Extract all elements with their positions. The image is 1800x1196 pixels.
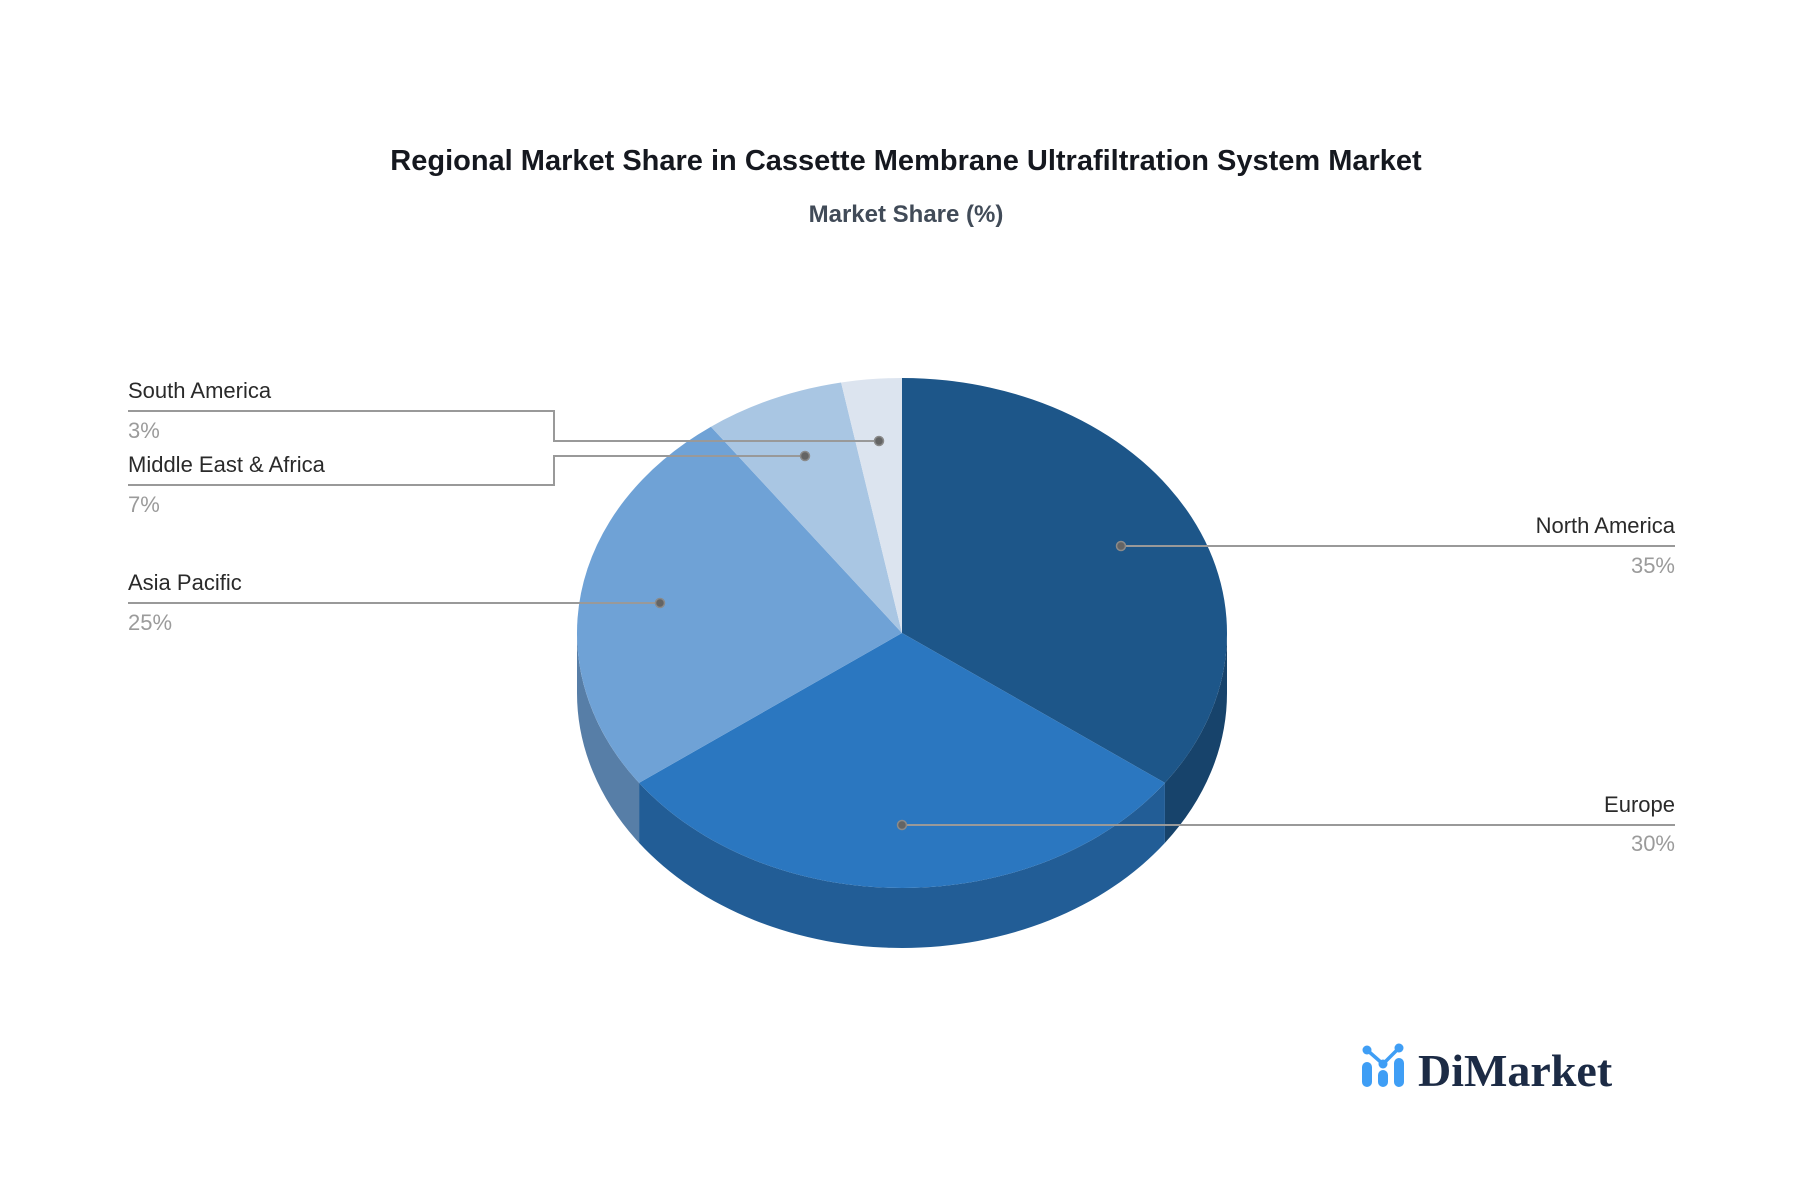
callout-line-south-america: [128, 410, 879, 442]
callout-dot-asia-pacific: [654, 597, 666, 609]
pie-slice-north-america[interactable]: [902, 378, 1227, 783]
pie-slices-layer: [576, 378, 1227, 948]
label-middle-east-africa: Middle East & Africa: [128, 452, 326, 477]
callout-dot-europe: [896, 819, 908, 831]
value-middle-east-africa: 7%: [128, 492, 160, 517]
dimarket-logo: DiMarket: [1362, 1043, 1613, 1096]
value-north-america: 35%: [1631, 553, 1675, 578]
value-south-america: 3%: [128, 418, 160, 443]
chart-subtitle: Market Share (%): [809, 201, 1004, 228]
pie-slice-side-europe: [639, 782, 1165, 948]
value-asia-pacific: 25%: [128, 610, 172, 635]
label-asia-pacific: Asia Pacific: [128, 570, 242, 595]
label-europe: Europe: [1604, 792, 1675, 817]
pie-slice-side-north-america: [1164, 633, 1227, 843]
brand-name: DiMarket: [1418, 1045, 1613, 1096]
chart-title: Regional Market Share in Cassette Membra…: [390, 145, 1422, 177]
label-south-america: South America: [128, 378, 272, 403]
label-north-america: North America: [1536, 513, 1676, 538]
bar-line-chart-icon: [1362, 1043, 1404, 1087]
value-europe: 30%: [1631, 831, 1675, 856]
pie-slice-side-asia-pacific: [577, 633, 640, 843]
callout-dot-north-america: [1115, 540, 1127, 552]
callout-dot-middle-east-africa: [799, 450, 811, 462]
pie-slice-middle-east-africa[interactable]: [710, 382, 902, 633]
callout-dot-south-america: [873, 435, 885, 447]
callout-line-middle-east-africa: [128, 455, 805, 486]
pie-slice-asia-pacific[interactable]: [576, 426, 902, 783]
